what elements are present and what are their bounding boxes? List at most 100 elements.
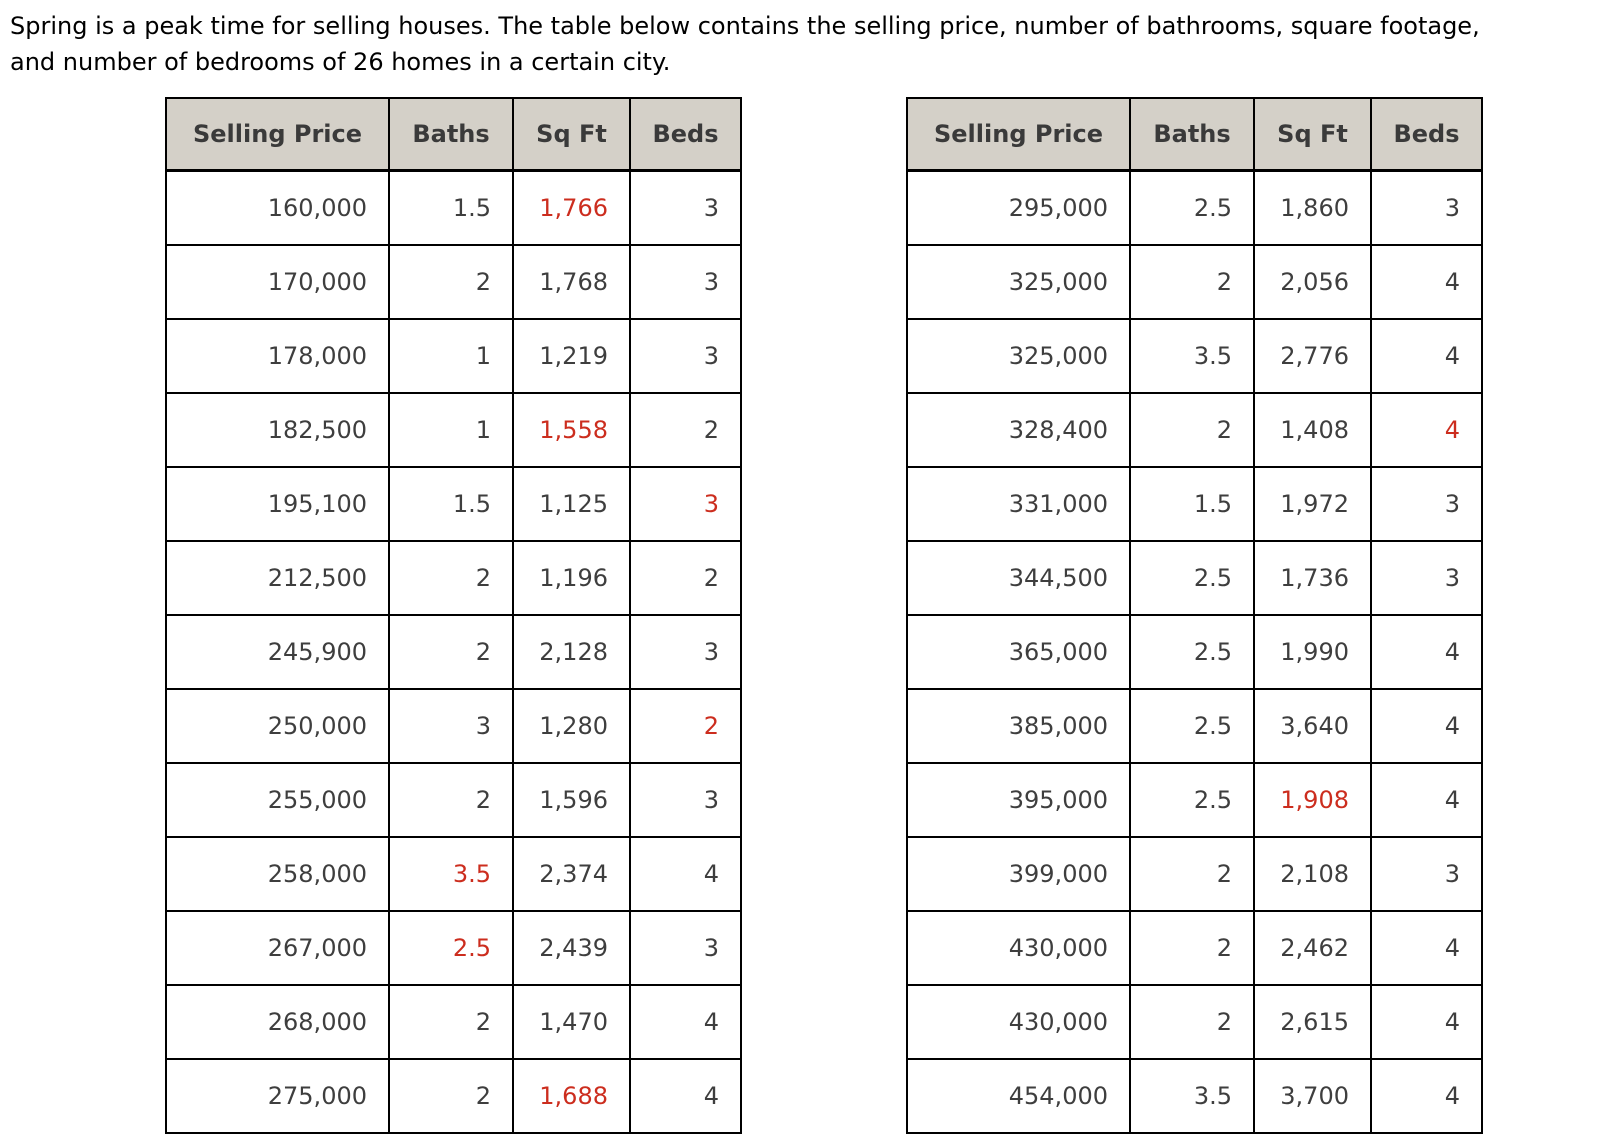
cell-selling-price: 170,000 bbox=[165, 244, 390, 320]
table-row: 430,000 2 2,615 4 bbox=[906, 984, 1483, 1060]
cell-baths: 1 bbox=[388, 392, 514, 468]
table-row: 212,500 2 1,196 2 bbox=[165, 540, 742, 616]
table-row: 195,100 1.5 1,125 3 bbox=[165, 466, 742, 542]
cell-selling-price: 212,500 bbox=[165, 540, 390, 616]
cell-baths: 2.5 bbox=[1129, 688, 1255, 764]
header-row: Selling Price Baths Sq Ft Beds bbox=[906, 97, 1483, 172]
table-row: 268,000 2 1,470 4 bbox=[165, 984, 742, 1060]
cell-selling-price: 430,000 bbox=[906, 910, 1131, 986]
cell-selling-price: 454,000 bbox=[906, 1058, 1131, 1134]
cell-selling-price: 245,900 bbox=[165, 614, 390, 690]
table-row: 365,000 2.5 1,990 4 bbox=[906, 614, 1483, 690]
cell-baths: 2.5 bbox=[388, 910, 514, 986]
cell-beds: 3 bbox=[1370, 836, 1483, 912]
cell-baths: 1.5 bbox=[1129, 466, 1255, 542]
cell-beds: 3 bbox=[629, 614, 742, 690]
table-row: 385,000 2.5 3,640 4 bbox=[906, 688, 1483, 764]
col-header-sqft: Sq Ft bbox=[1253, 97, 1372, 172]
cell-beds: 4 bbox=[1370, 984, 1483, 1060]
cell-selling-price: 325,000 bbox=[906, 318, 1131, 394]
problem-statement: Spring is a peak time for selling houses… bbox=[0, 0, 1606, 80]
cell-beds: 2 bbox=[629, 392, 742, 468]
cell-sqft: 2,108 bbox=[1253, 836, 1372, 912]
cell-selling-price: 178,000 bbox=[165, 318, 390, 394]
cell-baths: 2 bbox=[1129, 910, 1255, 986]
cell-sqft: 1,596 bbox=[512, 762, 631, 838]
cell-selling-price: 328,400 bbox=[906, 392, 1131, 468]
cell-baths: 2 bbox=[388, 614, 514, 690]
cell-beds: 3 bbox=[629, 318, 742, 394]
cell-selling-price: 430,000 bbox=[906, 984, 1131, 1060]
cell-sqft: 1,972 bbox=[1253, 466, 1372, 542]
cell-sqft: 1,908 bbox=[1253, 762, 1372, 838]
cell-beds: 4 bbox=[1370, 1058, 1483, 1134]
cell-sqft: 2,776 bbox=[1253, 318, 1372, 394]
cell-beds: 4 bbox=[629, 984, 742, 1060]
cell-beds: 3 bbox=[629, 244, 742, 320]
table-row: 399,000 2 2,108 3 bbox=[906, 836, 1483, 912]
cell-beds: 4 bbox=[629, 836, 742, 912]
cell-sqft: 3,700 bbox=[1253, 1058, 1372, 1134]
cell-selling-price: 182,500 bbox=[165, 392, 390, 468]
table-row: 325,000 3.5 2,776 4 bbox=[906, 318, 1483, 394]
table-row: 267,000 2.5 2,439 3 bbox=[165, 910, 742, 986]
cell-sqft: 1,196 bbox=[512, 540, 631, 616]
cell-baths: 2.5 bbox=[1129, 614, 1255, 690]
cell-baths: 2 bbox=[1129, 836, 1255, 912]
cell-sqft: 2,128 bbox=[512, 614, 631, 690]
cell-selling-price: 195,100 bbox=[165, 466, 390, 542]
cell-beds: 3 bbox=[629, 762, 742, 838]
cell-baths: 3.5 bbox=[388, 836, 514, 912]
table-row: 275,000 2 1,688 4 bbox=[165, 1058, 742, 1134]
cell-baths: 2 bbox=[388, 1058, 514, 1134]
table-row: 331,000 1.5 1,972 3 bbox=[906, 466, 1483, 542]
cell-sqft: 1,688 bbox=[512, 1058, 631, 1134]
cell-selling-price: 385,000 bbox=[906, 688, 1131, 764]
cell-sqft: 1,125 bbox=[512, 466, 631, 542]
homes-table-right: Selling Price Baths Sq Ft Beds 295,000 2.… bbox=[906, 97, 1483, 1134]
cell-selling-price: 344,500 bbox=[906, 540, 1131, 616]
cell-sqft: 1,768 bbox=[512, 244, 631, 320]
table-row: 255,000 2 1,596 3 bbox=[165, 762, 742, 838]
homes-table-left: Selling Price Baths Sq Ft Beds 160,000 1.… bbox=[165, 97, 742, 1134]
table-row: 250,000 3 1,280 2 bbox=[165, 688, 742, 764]
cell-baths: 1 bbox=[388, 318, 514, 394]
cell-sqft: 2,615 bbox=[1253, 984, 1372, 1060]
cell-selling-price: 268,000 bbox=[165, 984, 390, 1060]
cell-baths: 2.5 bbox=[1129, 169, 1255, 246]
cell-selling-price: 331,000 bbox=[906, 466, 1131, 542]
col-header-beds: Beds bbox=[629, 97, 742, 172]
cell-selling-price: 325,000 bbox=[906, 244, 1131, 320]
cell-baths: 2 bbox=[1129, 984, 1255, 1060]
cell-baths: 3 bbox=[388, 688, 514, 764]
cell-sqft: 2,374 bbox=[512, 836, 631, 912]
col-header-selling-price: Selling Price bbox=[165, 97, 390, 172]
table-row: 178,000 1 1,219 3 bbox=[165, 318, 742, 394]
table-row: 160,000 1.5 1,766 3 bbox=[165, 169, 742, 246]
cell-baths: 1.5 bbox=[388, 466, 514, 542]
cell-beds: 4 bbox=[1370, 244, 1483, 320]
cell-baths: 1.5 bbox=[388, 169, 514, 246]
cell-selling-price: 395,000 bbox=[906, 762, 1131, 838]
cell-beds: 4 bbox=[1370, 762, 1483, 838]
tables-container: Selling Price Baths Sq Ft Beds 160,000 1.… bbox=[165, 97, 1606, 1134]
cell-sqft: 2,462 bbox=[1253, 910, 1372, 986]
cell-beds: 4 bbox=[1370, 318, 1483, 394]
cell-baths: 2 bbox=[1129, 244, 1255, 320]
cell-sqft: 1,280 bbox=[512, 688, 631, 764]
cell-beds: 3 bbox=[629, 466, 742, 542]
cell-sqft: 3,640 bbox=[1253, 688, 1372, 764]
problem-statement-line2: and number of bedrooms of 26 homes in a … bbox=[10, 48, 671, 76]
table-row: 325,000 2 2,056 4 bbox=[906, 244, 1483, 320]
cell-beds: 4 bbox=[1370, 392, 1483, 468]
table-row: 258,000 3.5 2,374 4 bbox=[165, 836, 742, 912]
cell-selling-price: 275,000 bbox=[165, 1058, 390, 1134]
cell-sqft: 1,558 bbox=[512, 392, 631, 468]
table-row: 395,000 2.5 1,908 4 bbox=[906, 762, 1483, 838]
cell-baths: 2 bbox=[388, 540, 514, 616]
cell-baths: 2.5 bbox=[1129, 762, 1255, 838]
cell-beds: 3 bbox=[1370, 466, 1483, 542]
cell-sqft: 1,990 bbox=[1253, 614, 1372, 690]
cell-beds: 2 bbox=[629, 540, 742, 616]
cell-beds: 3 bbox=[629, 910, 742, 986]
